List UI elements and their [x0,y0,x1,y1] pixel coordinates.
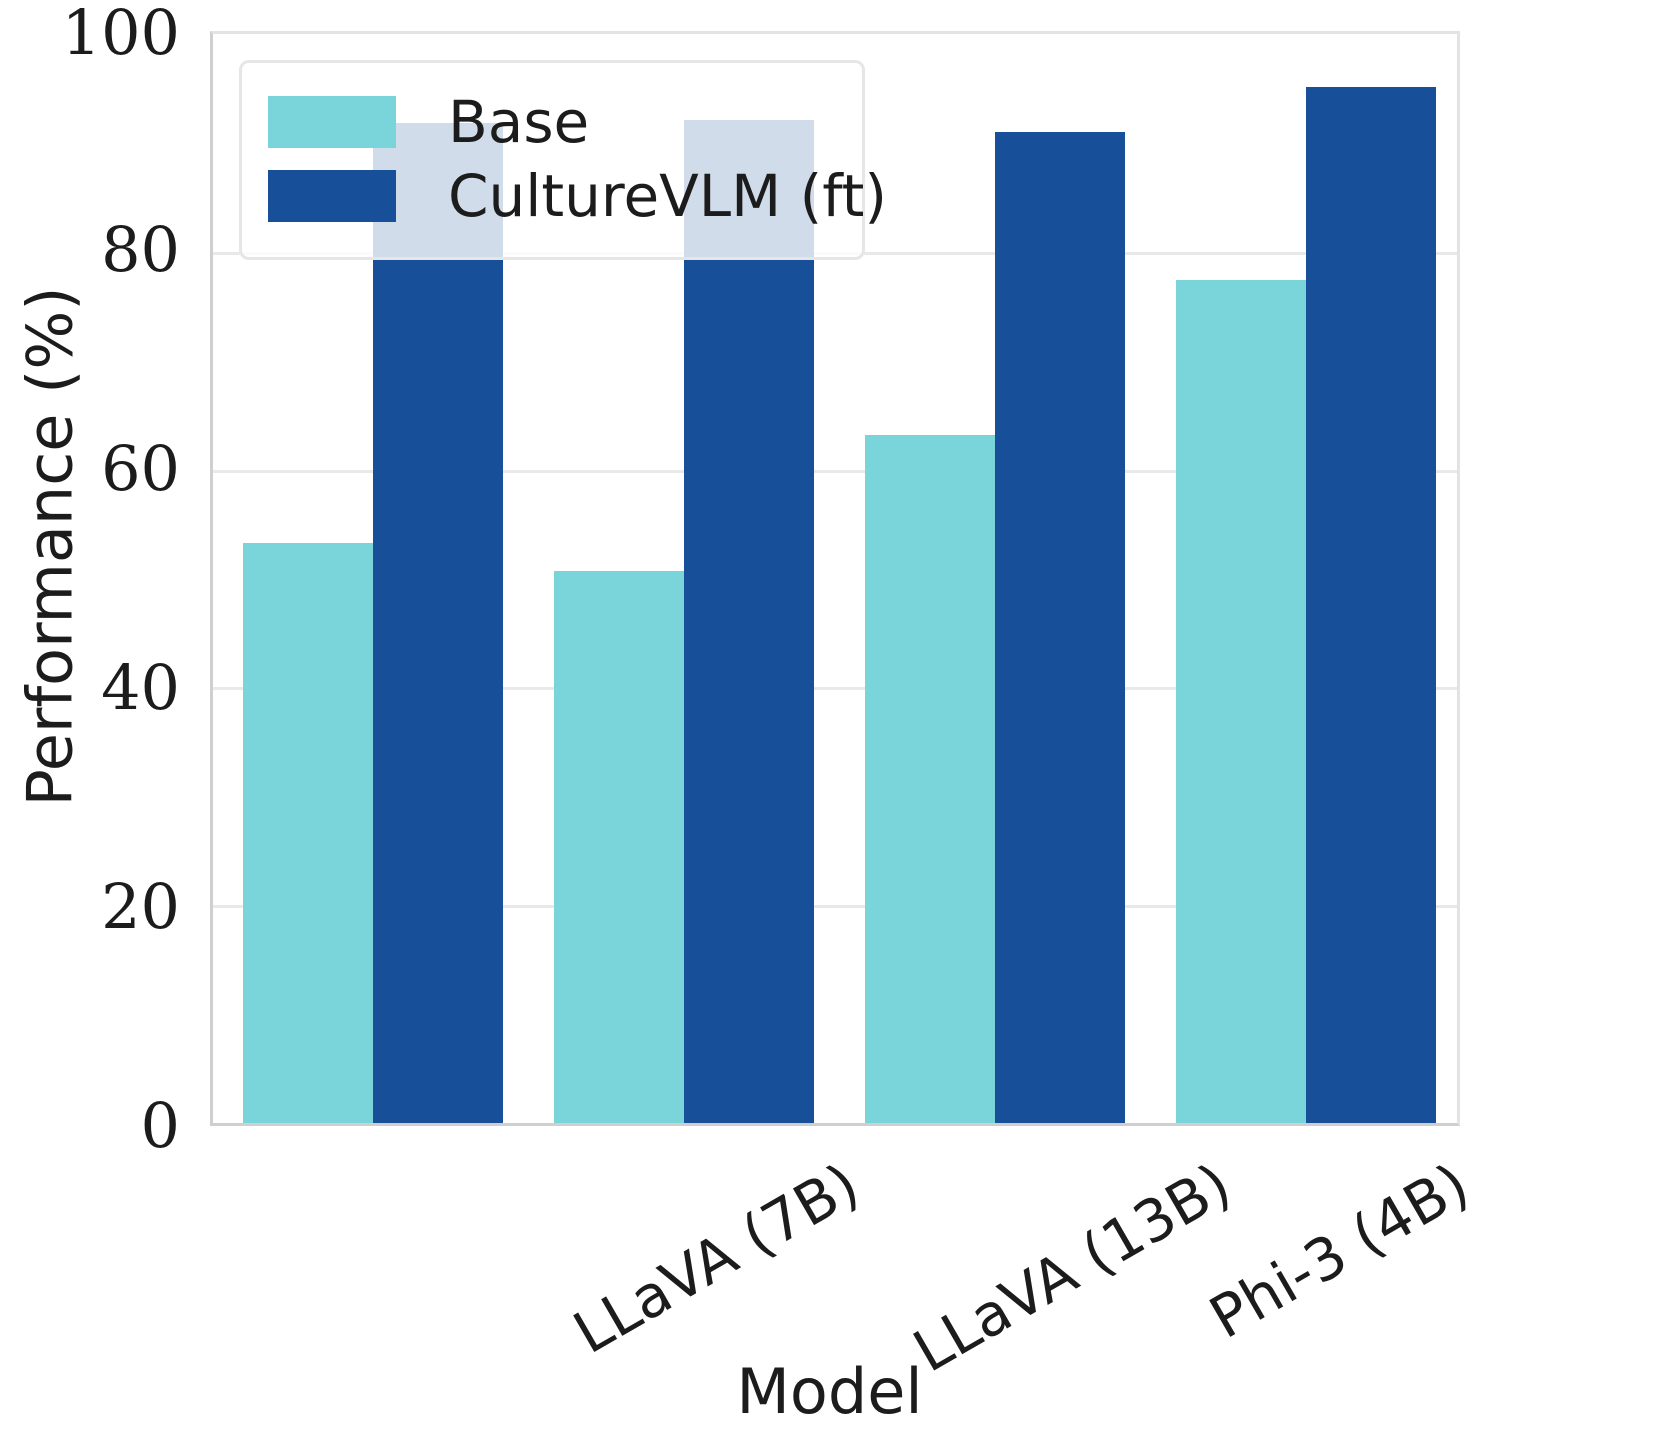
y-tick-label-60: 60 [101,432,180,505]
bar-ft-llava-13b [684,120,814,1123]
bar-ft-llava-7b [373,123,503,1123]
y-tick-label-40: 40 [101,651,180,724]
legend-label-finetuned: CultureVLM (ft) [448,162,887,230]
legend: Base CultureVLM (ft) [239,60,887,260]
bar-ft-llama-3-2 [1306,87,1436,1123]
x-tick-label-llava-13b: LLaVA (13B) [902,1150,1243,1386]
y-tick-label-0: 0 [140,1089,180,1162]
y-tick-label-20: 20 [101,870,180,943]
legend-swatch-finetuned-icon [268,170,396,222]
bar-base-llava-13b [554,570,684,1123]
x-tick-label-phi-3: Phi-3 (4B) [1198,1150,1481,1352]
x-axis-label: Model [736,1355,923,1428]
legend-item-base: Base [268,85,836,159]
bar-base-llava-7b [243,542,373,1123]
x-tick-label-llava-7b: LLaVA (7B) [562,1150,871,1367]
legend-item-finetuned: CultureVLM (ft) [268,159,887,233]
gridline-40 [213,687,1457,691]
bar-ft-phi-3 [995,132,1125,1123]
gridline-60 [213,469,1457,473]
bar-base-llama-3-2 [1176,280,1306,1123]
legend-swatch-base-icon [268,96,396,148]
y-tick-label-80: 80 [101,213,180,286]
gridline-20 [213,905,1457,909]
plot-area: Base CultureVLM (ft) [210,31,1460,1126]
legend-label-base: Base [448,88,590,156]
bar-base-phi-3 [865,434,995,1123]
y-tick-label-100: 100 [61,0,180,69]
y-axis-label: Performance (%) [13,286,87,807]
